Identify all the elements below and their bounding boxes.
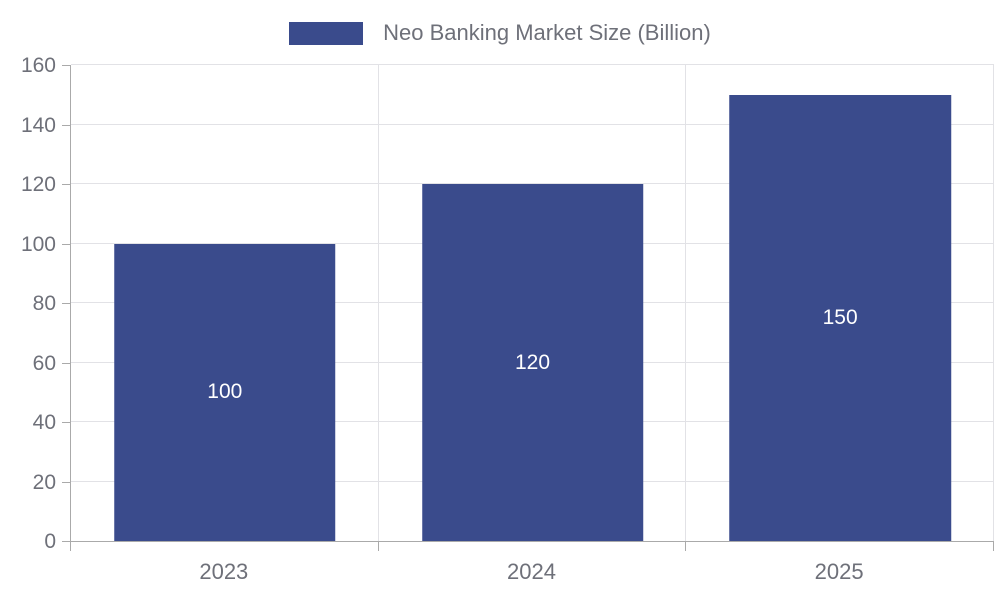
legend-swatch <box>289 21 364 45</box>
gridline-horizontal <box>71 183 994 184</box>
bar-2023: 100 <box>114 243 336 541</box>
gridline-horizontal <box>71 64 994 65</box>
x-axis-tick <box>993 542 994 551</box>
x-axis-tick <box>685 542 687 551</box>
gridline-vertical <box>685 65 687 541</box>
y-axis-label: 0 <box>44 530 56 553</box>
x-axis-tick <box>70 542 71 551</box>
y-axis-label: 20 <box>32 470 56 494</box>
x-axis-label: 2024 <box>507 559 556 584</box>
bar-value-label: 120 <box>514 350 551 374</box>
gridline-vertical <box>993 65 994 541</box>
legend-label: Neo Banking Market Size (Billion) <box>383 20 711 45</box>
y-axis-tick <box>62 184 70 185</box>
bar-value-label: 150 <box>822 305 858 329</box>
y-axis-label: 40 <box>32 411 56 434</box>
x-axis-label: 2023 <box>199 559 249 584</box>
y-axis-tick <box>62 422 70 423</box>
y-axis-tick <box>62 541 70 542</box>
x-axis-tick <box>377 542 379 551</box>
y-axis-tick <box>62 362 70 364</box>
y-axis-tick <box>62 303 70 304</box>
y-axis-tick <box>62 481 70 483</box>
y-axis-label: 160 <box>20 54 56 77</box>
y-axis-tick <box>62 243 70 245</box>
plot-area: 100 120 150 <box>70 64 994 542</box>
bar-2024: 120 <box>421 184 644 541</box>
gridline-horizontal <box>71 123 994 125</box>
y-axis-tick <box>62 65 70 66</box>
x-axis-label: 2025 <box>814 559 864 584</box>
y-axis-label: 100 <box>20 232 56 256</box>
y-axis-label: 60 <box>32 351 56 375</box>
y-axis-label: 120 <box>20 173 56 196</box>
bar-value-label: 100 <box>207 380 243 404</box>
bar-2025: 150 <box>729 94 951 541</box>
gridline-vertical <box>377 65 379 541</box>
y-axis-label: 140 <box>20 113 56 137</box>
y-axis-tick <box>62 124 70 126</box>
y-axis-label: 80 <box>32 292 56 315</box>
legend-item[interactable]: Neo Banking Market Size (Billion) <box>0 18 1000 48</box>
